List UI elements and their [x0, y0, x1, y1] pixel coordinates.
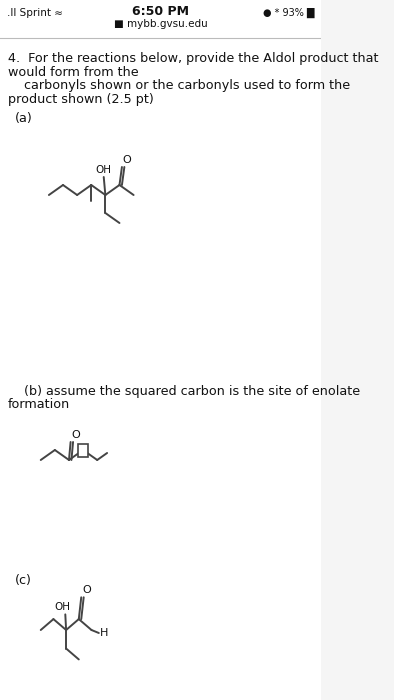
Text: product shown (2.5 pt): product shown (2.5 pt): [8, 92, 154, 106]
Text: would form from the: would form from the: [8, 66, 139, 78]
Text: carbonyls shown or the carbonyls used to form the: carbonyls shown or the carbonyls used to…: [8, 79, 350, 92]
Text: ■ mybb.gvsu.edu: ■ mybb.gvsu.edu: [114, 19, 207, 29]
Bar: [0, 0, 321, 38]
Text: formation: formation: [8, 398, 71, 412]
Text: OH: OH: [55, 603, 71, 612]
Text: O: O: [123, 155, 132, 165]
Text: (b) assume the squared carbon is the site of enolate: (b) assume the squared carbon is the sit…: [8, 385, 360, 398]
Bar: [78, 444, 88, 456]
Text: 4.  For the reactions below, provide the Aldol product that: 4. For the reactions below, provide the …: [8, 52, 379, 65]
Text: H: H: [100, 628, 108, 638]
Text: 6:50 PM: 6:50 PM: [132, 5, 189, 18]
Text: .ll Sprint ≈: .ll Sprint ≈: [7, 8, 63, 18]
Text: (a): (a): [15, 112, 32, 125]
Text: ● * 93% █: ● * 93% █: [263, 8, 314, 18]
Text: O: O: [71, 430, 80, 440]
Text: O: O: [82, 585, 91, 595]
Text: OH: OH: [96, 165, 112, 175]
Text: (c): (c): [15, 574, 32, 587]
